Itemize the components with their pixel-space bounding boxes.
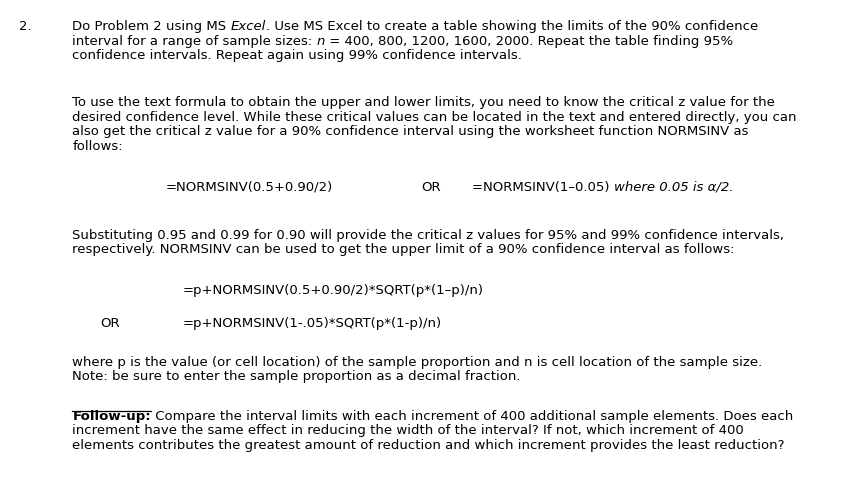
Text: Do Problem 2 using MS: Do Problem 2 using MS xyxy=(72,20,231,33)
Text: respectively. NORMSINV can be used to get the upper limit of a 90% confidence in: respectively. NORMSINV can be used to ge… xyxy=(72,243,734,256)
Text: follows:: follows: xyxy=(72,140,123,153)
Text: desired confidence level. While these critical values can be located in the text: desired confidence level. While these cr… xyxy=(72,111,797,124)
Text: elements contributes the greatest amount of reduction and which increment provid: elements contributes the greatest amount… xyxy=(72,438,785,451)
Text: Excel: Excel xyxy=(231,20,266,33)
Text: 2.: 2. xyxy=(19,20,31,33)
Text: where p is the value (or cell location) of the sample proportion and n is cell l: where p is the value (or cell location) … xyxy=(72,355,762,368)
Text: also get the critical z value for a 90% confidence interval using the worksheet : also get the critical z value for a 90% … xyxy=(72,125,749,138)
Text: =p+NORMSINV(0.5+0.90/2)*SQRT(p*(1–p)/n): =p+NORMSINV(0.5+0.90/2)*SQRT(p*(1–p)/n) xyxy=(183,284,484,297)
Text: increment have the same effect in reducing the width of the interval? If not, wh: increment have the same effect in reduci… xyxy=(72,423,744,436)
Text: To use the text formula to obtain the upper and lower limits, you need to know t: To use the text formula to obtain the up… xyxy=(72,96,775,109)
Text: . Use MS Excel to create a table showing the limits of the 90% confidence: . Use MS Excel to create a table showing… xyxy=(266,20,758,33)
Text: Compare the interval limits with each increment of 400 additional sample element: Compare the interval limits with each in… xyxy=(151,409,793,422)
Text: Follow-up:: Follow-up: xyxy=(72,409,151,422)
Text: =p+NORMSINV(1-.05)*SQRT(p*(1-p)/n): =p+NORMSINV(1-.05)*SQRT(p*(1-p)/n) xyxy=(183,316,442,329)
Text: interval for a range of sample sizes:: interval for a range of sample sizes: xyxy=(72,35,317,48)
Text: OR: OR xyxy=(100,316,120,329)
Text: OR: OR xyxy=(421,180,441,193)
Text: =NORMSINV(1–0.05): =NORMSINV(1–0.05) xyxy=(472,180,614,193)
Text: Substituting 0.95 and 0.99 for 0.90 will provide the critical z values for 95% a: Substituting 0.95 and 0.99 for 0.90 will… xyxy=(72,228,785,241)
Text: confidence intervals. Repeat again using 99% confidence intervals.: confidence intervals. Repeat again using… xyxy=(72,49,523,62)
Text: where 0.05 is α/2.: where 0.05 is α/2. xyxy=(614,180,734,193)
Text: Note: be sure to enter the sample proportion as a decimal fraction.: Note: be sure to enter the sample propor… xyxy=(72,370,521,383)
Text: = 400, 800, 1200, 1600, 2000. Repeat the table finding 95%: = 400, 800, 1200, 1600, 2000. Repeat the… xyxy=(325,35,734,48)
Text: n: n xyxy=(317,35,325,48)
Text: =NORMSINV(0.5+0.90/2): =NORMSINV(0.5+0.90/2) xyxy=(166,180,334,193)
